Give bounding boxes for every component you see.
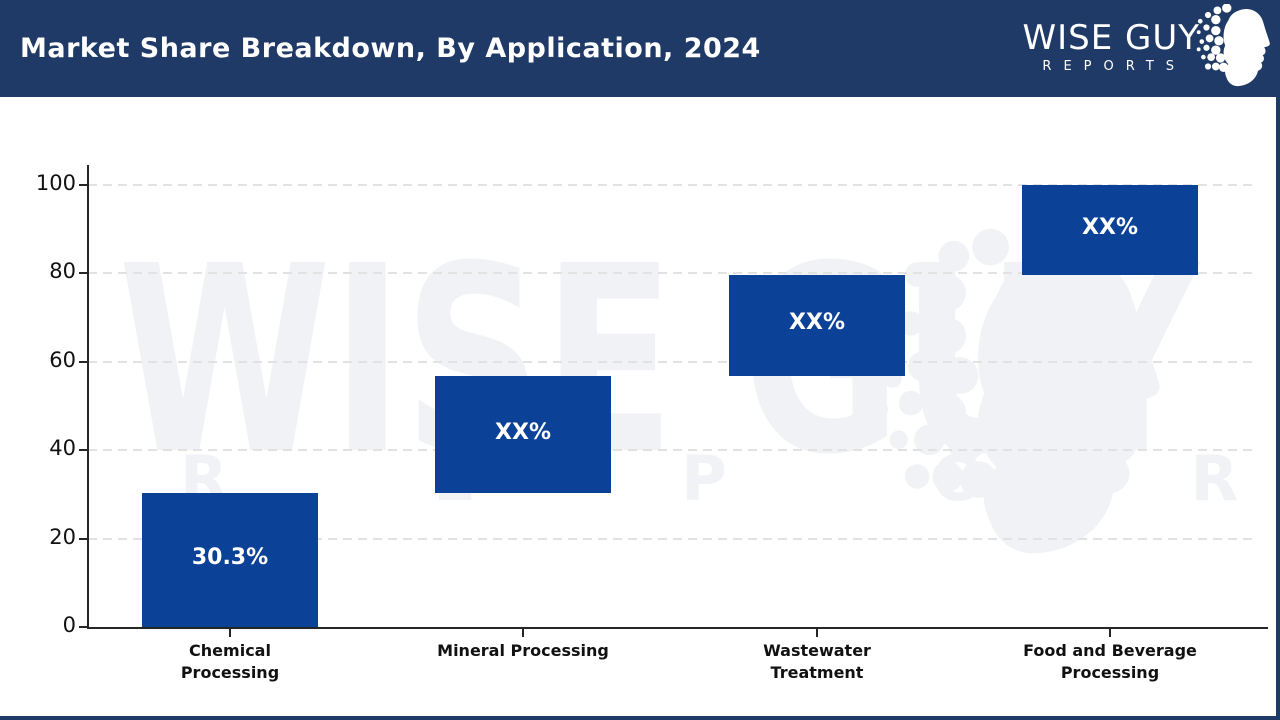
y-axis-tick (79, 449, 88, 452)
brand-subtitle: REPORTS (1042, 58, 1187, 74)
y-axis-tick (79, 184, 88, 186)
brand-logo-text: WISE GUY REPORTS (1022, 18, 1200, 74)
y-axis-line (87, 165, 89, 629)
gridline (88, 537, 1255, 540)
x-axis-tick (1109, 629, 1111, 637)
bar (729, 274, 905, 376)
y-tick-label: 0 (62, 613, 76, 637)
gridline (88, 272, 1255, 275)
logo-head-icon (1194, 4, 1272, 90)
category-label: Food and Beverage Processing (1023, 641, 1197, 682)
bar-value-label: 30.3% (191, 545, 269, 571)
gridline (88, 449, 1255, 452)
brand-name: WISE GUY (1022, 18, 1200, 59)
page-title: Market Share Breakdown, By Application, … (20, 33, 761, 64)
gridline (88, 184, 1255, 186)
x-axis-tick (522, 629, 524, 637)
bar-value-label: XX% (789, 310, 845, 336)
y-axis-tick (79, 272, 88, 275)
y-tick-label: 60 (49, 347, 76, 372)
gridline (88, 360, 1255, 363)
y-tick-label: 20 (49, 524, 76, 549)
watermark-head-icon (862, 228, 1168, 572)
bar (1022, 185, 1198, 275)
y-axis-tick (79, 626, 88, 628)
x-axis-tick (816, 629, 818, 637)
category-label: Wastewater Treatment (763, 641, 871, 682)
x-axis-line (88, 627, 1268, 629)
y-tick-label: 100 (35, 171, 76, 195)
bottom-edge-strip (0, 716, 1280, 720)
bar (435, 375, 611, 494)
category-label: Chemical Processing (180, 641, 280, 682)
bar-value-label: XX% (1082, 214, 1138, 240)
bar-value-label: XX% (495, 419, 551, 445)
y-axis-tick (79, 360, 88, 363)
right-edge-strip (1276, 0, 1280, 720)
y-axis-tick (79, 537, 88, 540)
header-bar: Market Share Breakdown, By Application, … (0, 0, 1280, 97)
y-tick-label: 80 (49, 259, 76, 284)
x-axis-tick (229, 629, 231, 637)
category-label: Mineral Processing (437, 641, 609, 660)
y-tick-label: 40 (49, 436, 76, 461)
bar (142, 493, 318, 627)
brand-logo: WISE GUY REPORTS (1022, 4, 1272, 90)
